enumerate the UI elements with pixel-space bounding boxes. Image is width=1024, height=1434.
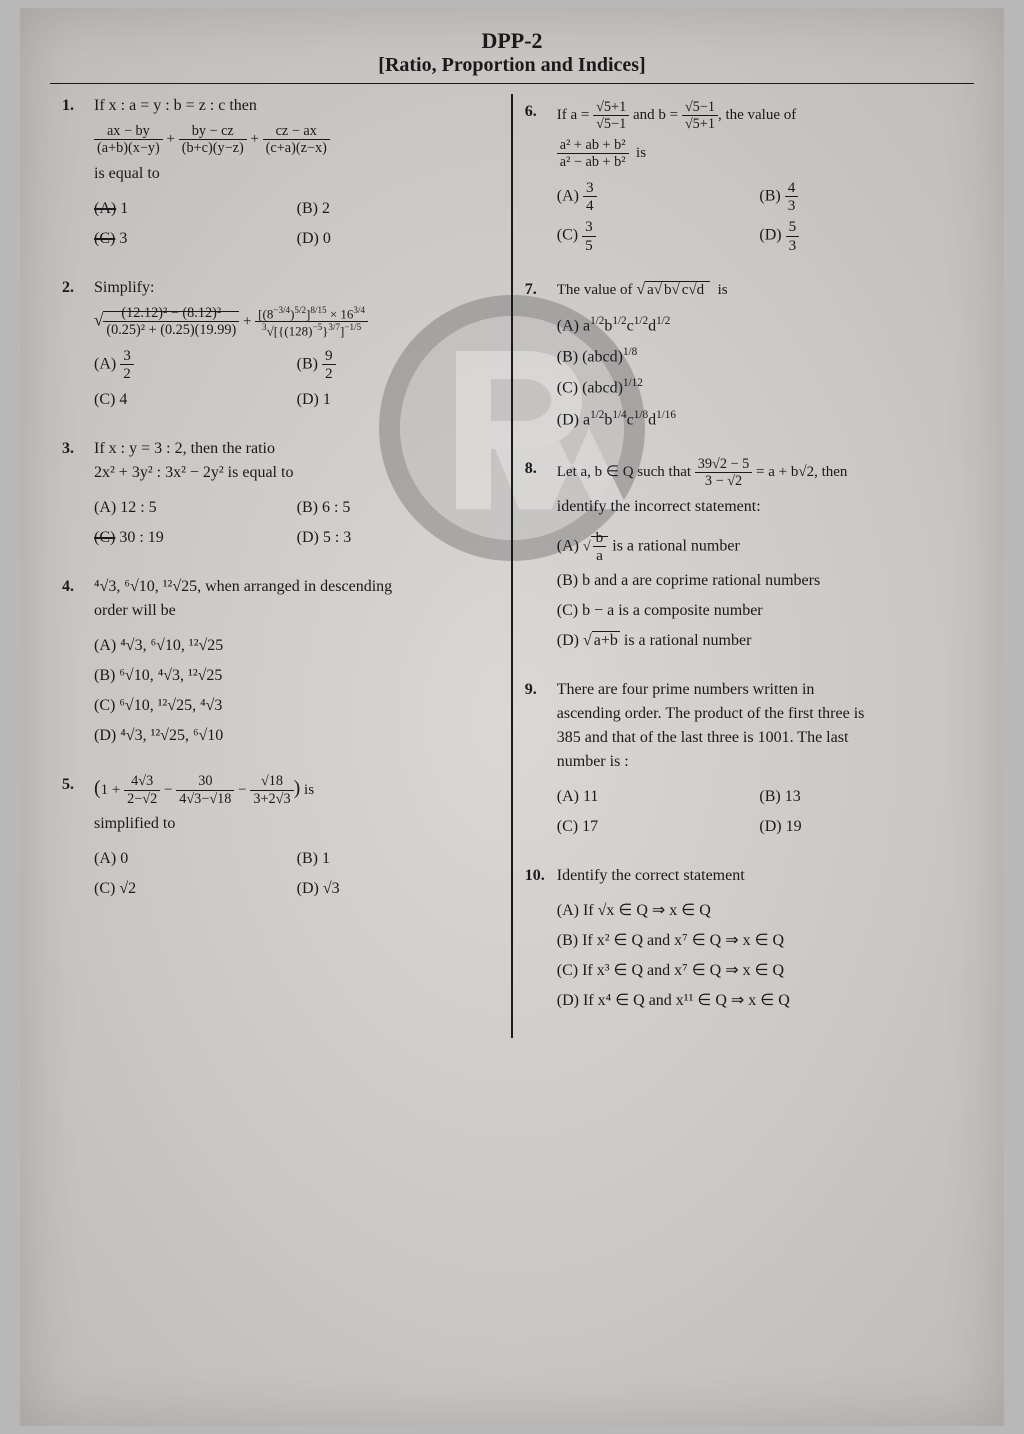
option: (A) √ba is a rational number bbox=[557, 527, 962, 566]
question-formula: The value of √a√b√c√d is bbox=[557, 278, 962, 302]
option: (D) 53 bbox=[759, 216, 962, 255]
option: (C) 30 : 19 bbox=[94, 523, 297, 553]
options: (A) 0(B) 1(C) √2(D) √3 bbox=[94, 844, 499, 904]
option: (A) 32 bbox=[94, 345, 297, 384]
question-number: 6. bbox=[525, 100, 537, 124]
option: (B) 92 bbox=[297, 345, 500, 384]
question-formula: ax − by(a+b)(x−y) + by − cz(b+c)(y−z) + … bbox=[94, 124, 499, 156]
option: (A) ⁴√3, ⁶√10, ¹²√25 bbox=[94, 631, 499, 661]
question: 7. The value of √a√b√c√d is (A) a1/2b1/2c1… bbox=[525, 278, 962, 435]
option: (B) 43 bbox=[759, 177, 962, 216]
question-number: 9. bbox=[525, 678, 537, 702]
option: (C) ⁶√10, ¹²√25, ⁴√3 bbox=[94, 691, 499, 721]
left-column: 1. If x : a = y : b = z : c then ax − by(a… bbox=[50, 94, 511, 1038]
right-column: 6. If a = √5+1√5−1 and b = √5−1√5+1, the … bbox=[513, 94, 974, 1038]
option: (D) If x⁴ ∈ Q and x¹¹ ∈ Q ⇒ x ∈ Q bbox=[557, 986, 962, 1016]
question: 4. ⁴√3, ⁶√10, ¹²√25, when arranged in des… bbox=[62, 575, 499, 751]
question-formula: a² + ab + b²a² − ab + b² is bbox=[557, 138, 962, 170]
question: 3. If x : y = 3 : 2, then the ratio2x² + … bbox=[62, 437, 499, 553]
option: (B) b and a are coprime rational numbers bbox=[557, 566, 962, 596]
option: (A) If √x ∈ Q ⇒ x ∈ Q bbox=[557, 896, 962, 926]
option: (D) 1 bbox=[297, 385, 500, 415]
option: (A) 12 : 5 bbox=[94, 493, 297, 523]
options: (A) 34(B) 43(C) 35(D) 53 bbox=[557, 177, 962, 256]
question-text: There are four prime numbers written in bbox=[557, 678, 962, 702]
columns: 1. If x : a = y : b = z : c then ax − by(a… bbox=[50, 94, 974, 1038]
option: (D) ⁴√3, ¹²√25, ⁶√10 bbox=[94, 721, 499, 751]
option: (C) 3 bbox=[94, 224, 297, 254]
question-tail: identify the incorrect statement: bbox=[557, 495, 962, 519]
question-text: If x : a = y : b = z : c then bbox=[94, 94, 499, 118]
option: (D) √3 bbox=[297, 874, 500, 904]
question-text: 385 and that of the last three is 1001. … bbox=[557, 726, 962, 750]
page: DPP-2 [Ratio, Proportion and Indices] 1.… bbox=[20, 8, 1004, 1426]
options: (A) √ba is a rational number(B) b and a … bbox=[557, 527, 962, 656]
question-formula: (1 + 4√32−√2 − 304√3−√18 − √183+2√3) is bbox=[94, 773, 499, 806]
options: (A) 12 : 5(B) 6 : 5(C) 30 : 19(D) 5 : 3 bbox=[94, 493, 499, 553]
option: (D) a1/2b1/4c1/8d1/16 bbox=[557, 404, 962, 435]
question-tail: simplified to bbox=[94, 812, 499, 836]
option: (B) 6 : 5 bbox=[297, 493, 500, 523]
question-text: 2x² + 3y² : 3x² − 2y² is equal to bbox=[94, 461, 499, 485]
question: 9. There are four prime numbers written i… bbox=[525, 678, 962, 842]
option: (B) 13 bbox=[759, 782, 962, 812]
option: (A) 34 bbox=[557, 177, 760, 216]
option: (B) 2 bbox=[297, 194, 500, 224]
options: (A) 11(B) 13(C) 17(D) 19 bbox=[557, 782, 962, 842]
question: 5. (1 + 4√32−√2 − 304√3−√18 − √183+2√3) i… bbox=[62, 773, 499, 904]
option: (D) √a+b is a rational number bbox=[557, 626, 962, 656]
options: (A) 32(B) 92(C) 4(D) 1 bbox=[94, 345, 499, 414]
option: (C) 35 bbox=[557, 216, 760, 255]
question-number: 10. bbox=[525, 864, 545, 888]
option: (B) 1 bbox=[297, 844, 500, 874]
question-number: 2. bbox=[62, 276, 74, 300]
header: DPP-2 [Ratio, Proportion and Indices] bbox=[50, 28, 974, 77]
option: (C) If x³ ∈ Q and x⁷ ∈ Q ⇒ x ∈ Q bbox=[557, 956, 962, 986]
question-formula: Let a, b ∈ Q such that 39√2 − 53 − √2 = … bbox=[557, 457, 962, 489]
option: (D) 19 bbox=[759, 812, 962, 842]
question: 1. If x : a = y : b = z : c then ax − by(a… bbox=[62, 94, 499, 254]
option: (D) 5 : 3 bbox=[297, 523, 500, 553]
header-divider bbox=[50, 83, 974, 84]
question-text: Identify the correct statement bbox=[557, 864, 962, 888]
option: (C) 17 bbox=[557, 812, 760, 842]
option: (B) If x² ∈ Q and x⁷ ∈ Q ⇒ x ∈ Q bbox=[557, 926, 962, 956]
question-number: 3. bbox=[62, 437, 74, 461]
question-formula: √(12.12)² − (8.12)²(0.25)² + (0.25)(19.9… bbox=[94, 306, 499, 338]
question-number: 8. bbox=[525, 457, 537, 481]
option: (B) ⁶√10, ⁴√3, ¹²√25 bbox=[94, 661, 499, 691]
question-number: 5. bbox=[62, 773, 74, 797]
chapter-title: [Ratio, Proportion and Indices] bbox=[50, 54, 974, 77]
options: (A) ⁴√3, ⁶√10, ¹²√25(B) ⁶√10, ⁴√3, ¹²√25… bbox=[94, 631, 499, 751]
dpp-number: DPP-2 bbox=[50, 28, 974, 54]
option: (C) b − a is a composite number bbox=[557, 596, 962, 626]
option: (C) (abcd)1/12 bbox=[557, 372, 962, 403]
option: (A) a1/2b1/2c1/2d1/2 bbox=[557, 310, 962, 341]
option: (A) 1 bbox=[94, 194, 297, 224]
question: 10. Identify the correct statement (A) If … bbox=[525, 864, 962, 1016]
question-tail: is equal to bbox=[94, 162, 499, 186]
question-number: 7. bbox=[525, 278, 537, 302]
question-number: 1. bbox=[62, 94, 74, 118]
options: (A) If √x ∈ Q ⇒ x ∈ Q(B) If x² ∈ Q and x… bbox=[557, 896, 962, 1016]
question: 2. Simplify: √(12.12)² − (8.12)²(0.25)² + … bbox=[62, 276, 499, 415]
option: (B) (abcd)1/8 bbox=[557, 341, 962, 372]
question-text: If x : y = 3 : 2, then the ratio bbox=[94, 437, 499, 461]
option: (C) 4 bbox=[94, 385, 297, 415]
question-text: order will be bbox=[94, 599, 499, 623]
question-number: 4. bbox=[62, 575, 74, 599]
question-text: number is : bbox=[557, 750, 962, 774]
question-text: Simplify: bbox=[94, 276, 499, 300]
option: (A) 11 bbox=[557, 782, 760, 812]
question-text: ascending order. The product of the firs… bbox=[557, 702, 962, 726]
option: (C) √2 bbox=[94, 874, 297, 904]
question: 6. If a = √5+1√5−1 and b = √5−1√5+1, the … bbox=[525, 100, 962, 256]
options: (A) 1(B) 2(C) 3(D) 0 bbox=[94, 194, 499, 254]
question-text: ⁴√3, ⁶√10, ¹²√25, when arranged in desce… bbox=[94, 575, 499, 599]
option: (D) 0 bbox=[297, 224, 500, 254]
question: 8. Let a, b ∈ Q such that 39√2 − 53 − √2 … bbox=[525, 457, 962, 656]
options: (A) a1/2b1/2c1/2d1/2(B) (abcd)1/8(C) (ab… bbox=[557, 310, 962, 435]
option: (A) 0 bbox=[94, 844, 297, 874]
question-formula: If a = √5+1√5−1 and b = √5−1√5+1, the va… bbox=[557, 100, 962, 132]
